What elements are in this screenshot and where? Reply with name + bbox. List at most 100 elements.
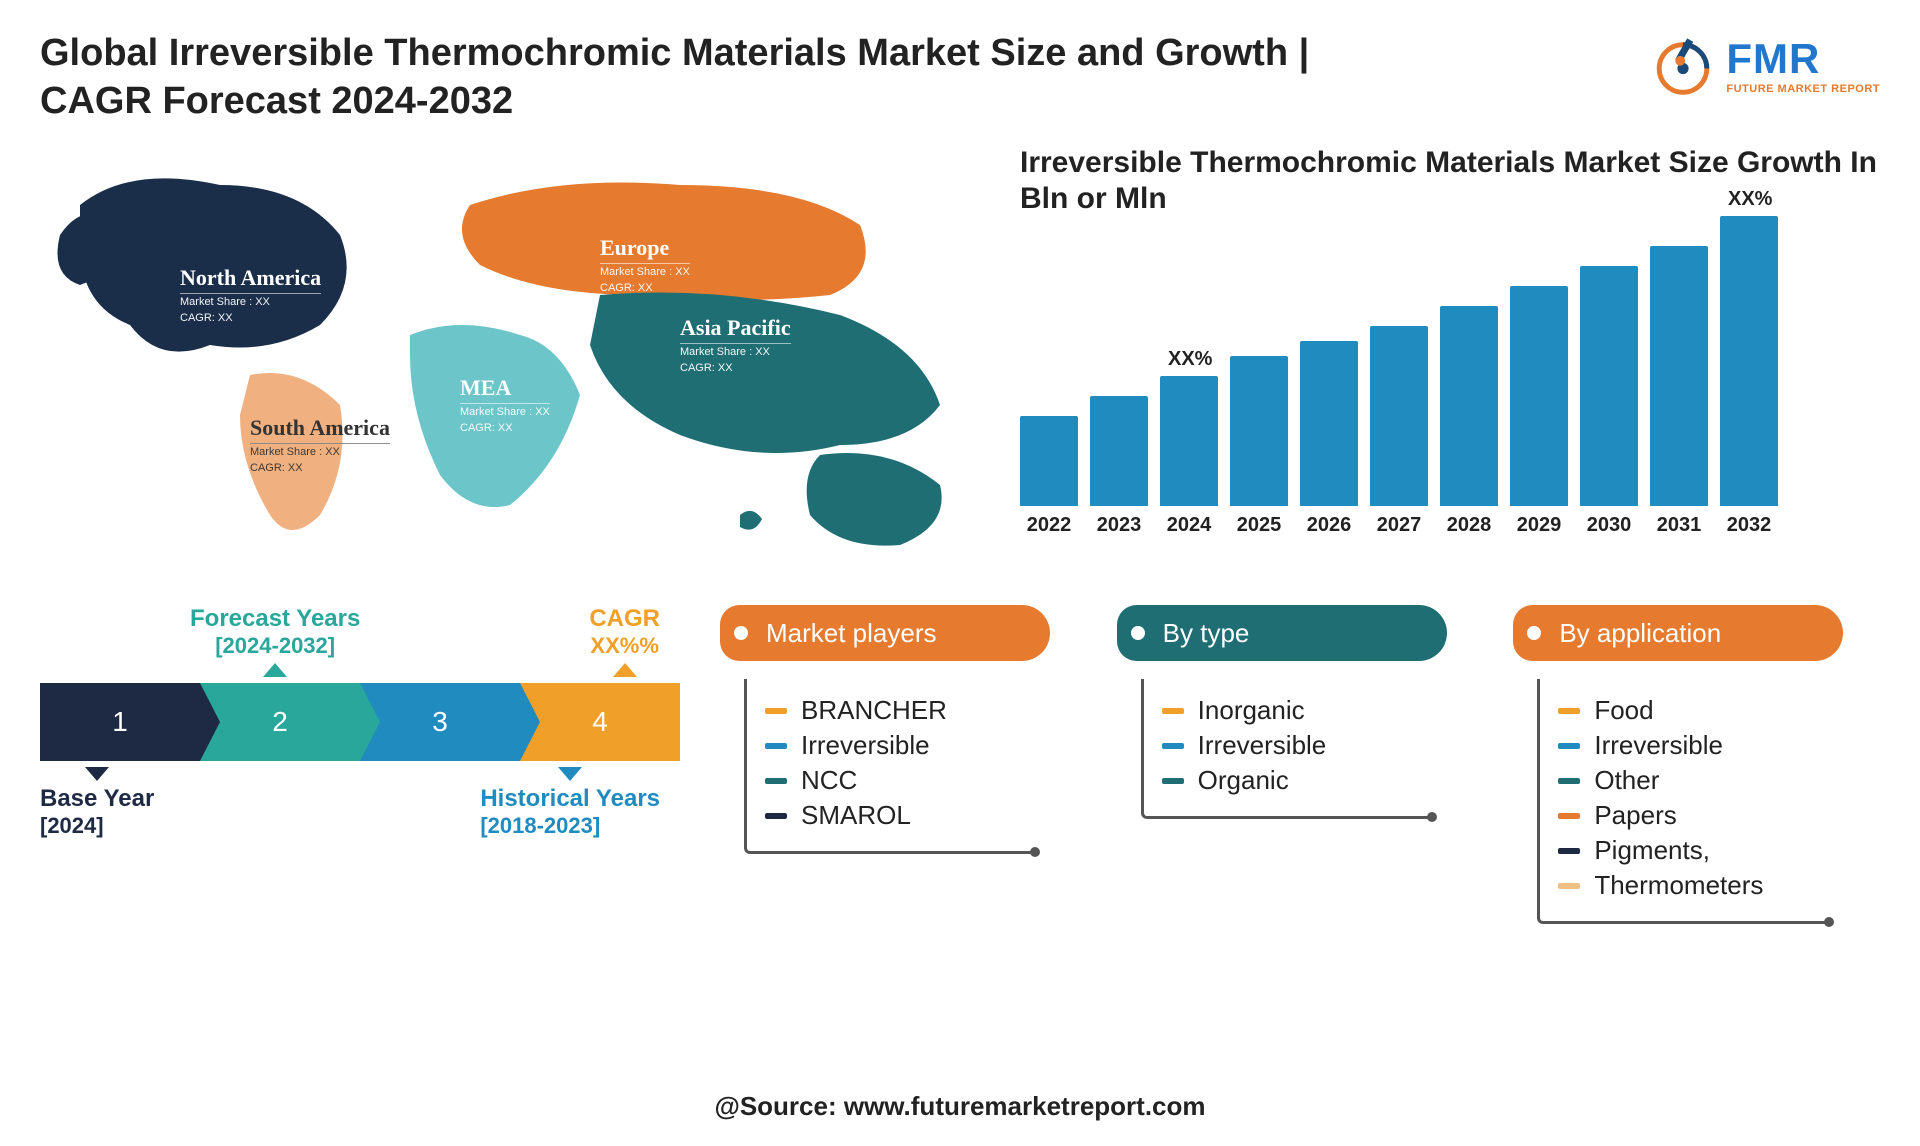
bullet-icon: [1558, 848, 1580, 854]
list-item: Food: [1558, 695, 1830, 726]
list-item-label: SMAROL: [801, 800, 911, 831]
bullet-icon: [1162, 778, 1184, 784]
list-item-label: Food: [1594, 695, 1653, 726]
bar-chart: Irreversible Thermochromic Materials Mar…: [1020, 145, 1880, 565]
list-item: Irreversible: [1558, 730, 1830, 761]
list-item: Irreversible: [1162, 730, 1434, 761]
bar-label: 2022: [1027, 514, 1072, 537]
pill-label: Market players: [766, 618, 937, 649]
bar-rect: [1020, 416, 1078, 506]
category-column-0: Market players BRANCHER Irreversible NCC SMA…: [720, 605, 1087, 924]
list-item-label: Papers: [1594, 800, 1676, 831]
list-item-label: NCC: [801, 765, 857, 796]
timeline-top-label: CAGRXX%%: [589, 605, 660, 677]
bar-rect: [1650, 246, 1708, 506]
bar-rect: [1230, 356, 1288, 506]
category-pill: By type: [1117, 605, 1447, 661]
source-text: @Source: www.futuremarketreport.com: [0, 1091, 1920, 1122]
bar-rect: [1160, 376, 1218, 506]
list-item: Thermometers: [1558, 870, 1830, 901]
list-item: Inorganic: [1162, 695, 1434, 726]
bar-label: 2027: [1377, 514, 1422, 537]
pill-label: By type: [1163, 618, 1250, 649]
bar-rect: [1090, 396, 1148, 506]
list-item: Irreversible: [765, 730, 1037, 761]
bar-label: 2031: [1657, 514, 1702, 537]
region-label-ap: Asia PacificMarket Share : XXCAGR: XX: [680, 315, 791, 374]
world-map: North AmericaMarket Share : XXCAGR: XXSo…: [40, 145, 990, 565]
bullet-icon: [1558, 708, 1580, 714]
map-svg: [40, 145, 990, 565]
timeline-seg-3: 3: [360, 683, 520, 761]
timeline-bottom-label: Historical Years[2018-2023]: [480, 767, 660, 839]
category-pill: By application: [1513, 605, 1843, 661]
category-list: Food Irreversible Other Papers Pigments, Ther…: [1537, 679, 1830, 924]
list-item: SMAROL: [765, 800, 1037, 831]
bar-label: 2029: [1517, 514, 1562, 537]
pill-dot-icon: [1527, 626, 1541, 640]
bar-label: 2028: [1447, 514, 1492, 537]
bar-2029: 2029: [1510, 286, 1568, 537]
list-item: Papers: [1558, 800, 1830, 831]
category-column-1: By type Inorganic Irreversible Organic: [1117, 605, 1484, 924]
logo-text-big: FMR: [1726, 35, 1880, 83]
bar-rect: [1370, 326, 1428, 506]
list-item-label: Thermometers: [1594, 870, 1763, 901]
timeline: Forecast Years[2024-2032] CAGRXX%% 1234 B…: [40, 605, 680, 924]
pill-label: By application: [1559, 618, 1721, 649]
category-list: BRANCHER Irreversible NCC SMAROL: [744, 679, 1037, 854]
bar-rect: [1440, 306, 1498, 506]
region-label-mea: MEAMarket Share : XXCAGR: XX: [460, 375, 550, 434]
bar-label: 2030: [1587, 514, 1632, 537]
bullet-icon: [1558, 813, 1580, 819]
region-label-sa: South AmericaMarket Share : XXCAGR: XX: [250, 415, 390, 474]
category-list: Inorganic Irreversible Organic: [1141, 679, 1434, 819]
bar-rect: [1580, 266, 1638, 506]
list-item: NCC: [765, 765, 1037, 796]
bullet-icon: [1162, 743, 1184, 749]
bar-2026: 2026: [1300, 341, 1358, 537]
globe-telescope-icon: [1648, 30, 1718, 100]
list-item-label: Organic: [1198, 765, 1289, 796]
region-label-eu: EuropeMarket Share : XXCAGR: XX: [600, 235, 690, 294]
bar-2024: 2024: [1160, 376, 1218, 537]
list-item-label: Irreversible: [1198, 730, 1327, 761]
bar-rect: [1720, 216, 1778, 506]
bullet-icon: [765, 778, 787, 784]
timeline-top-label: Forecast Years[2024-2032]: [190, 605, 360, 677]
bullet-icon: [765, 743, 787, 749]
bullet-icon: [1558, 743, 1580, 749]
timeline-seg-1: 1: [40, 683, 200, 761]
brand-logo: FMR FUTURE MARKET REPORT: [1648, 30, 1880, 100]
list-item: Pigments,: [1558, 835, 1830, 866]
bar-2031: 2031: [1650, 246, 1708, 537]
bars-container: 2022 2023 2024 2025 2026 2027 2028 2029 2030 2031…: [1020, 237, 1880, 537]
bar-annotation: XX%: [1168, 348, 1212, 371]
logo-text-small: FUTURE MARKET REPORT: [1726, 83, 1880, 95]
list-item-label: Irreversible: [801, 730, 930, 761]
bar-annotation: XX%: [1728, 188, 1772, 211]
page-title: Global Irreversible Thermochromic Materi…: [40, 30, 1340, 125]
list-item-label: Other: [1594, 765, 1659, 796]
list-item: Other: [1558, 765, 1830, 796]
bar-2032: 2032: [1720, 216, 1778, 537]
bar-rect: [1300, 341, 1358, 506]
bar-label: 2023: [1097, 514, 1142, 537]
timeline-seg-4: 4: [520, 683, 680, 761]
timeline-bottom-label: Base Year[2024]: [40, 767, 154, 839]
bullet-icon: [1162, 708, 1184, 714]
list-item-label: Irreversible: [1594, 730, 1723, 761]
pill-dot-icon: [1131, 626, 1145, 640]
bar-label: 2024: [1167, 514, 1212, 537]
bar-2022: 2022: [1020, 416, 1078, 537]
bar-2030: 2030: [1580, 266, 1638, 537]
bullet-icon: [765, 813, 787, 819]
list-item: Organic: [1162, 765, 1434, 796]
bullet-icon: [1558, 883, 1580, 889]
list-item: BRANCHER: [765, 695, 1037, 726]
category-column-2: By application Food Irreversible Other Paper…: [1513, 605, 1880, 924]
timeline-seg-2: 2: [200, 683, 360, 761]
bar-label: 2025: [1237, 514, 1282, 537]
bar-2023: 2023: [1090, 396, 1148, 537]
bar-label: 2032: [1727, 514, 1772, 537]
